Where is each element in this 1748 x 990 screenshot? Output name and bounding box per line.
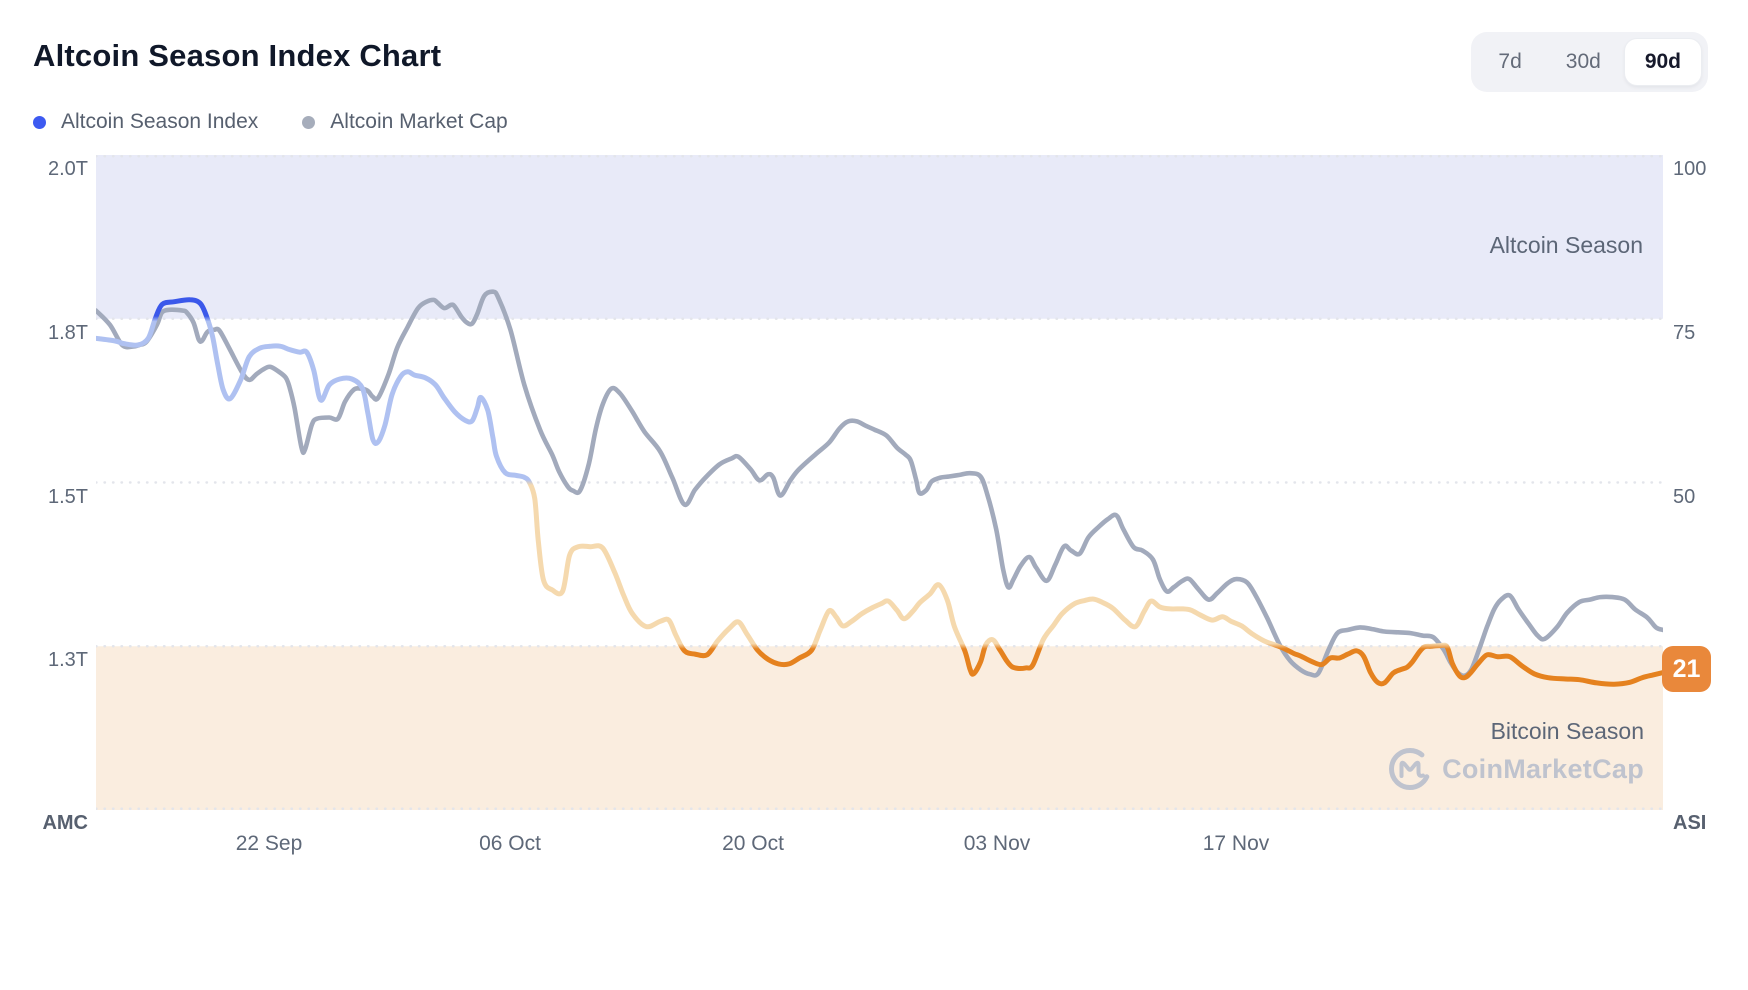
chart-canvas (96, 155, 1663, 810)
right-axis-tick: 75 (1673, 322, 1696, 344)
coinmarketcap-watermark: CoinMarketCap (1388, 747, 1644, 791)
legend-item-altcoin-season-index[interactable]: Altcoin Season Index (33, 110, 258, 134)
range-button-30d[interactable]: 30d (1565, 50, 1601, 73)
range-button-7d[interactable]: 7d (1498, 50, 1522, 73)
watermark-text: CoinMarketCap (1442, 753, 1644, 784)
x-axis-tick: 06 Oct (479, 832, 541, 855)
x-axis-tick: 17 Nov (1202, 832, 1270, 855)
x-axis-tick: 20 Oct (722, 832, 784, 855)
legend-label: Altcoin Market Cap (330, 110, 508, 133)
coinmarketcap-logo-icon (1389, 748, 1432, 790)
legend-label: Altcoin Season Index (61, 110, 259, 133)
current-value-badge: 21 (1662, 646, 1711, 692)
left-axis-name: AMC (42, 812, 88, 834)
chart-plot-area[interactable] (96, 155, 1663, 810)
left-axis-tick: 1.5T (47, 486, 88, 508)
page-title: Altcoin Season Index Chart (33, 38, 442, 73)
legend-dot-blue-icon (33, 115, 46, 129)
left-axis-tick: 1.8T (47, 322, 88, 344)
legend-item-altcoin-market-cap[interactable]: Altcoin Market Cap (302, 110, 508, 134)
left-axis-tick: 1.3T (47, 649, 88, 671)
x-axis-tick: 22 Sep (235, 832, 303, 855)
altcoin-season-zone-label: Altcoin Season (1489, 232, 1643, 258)
right-axis-tick: 100 (1673, 158, 1707, 180)
range-button-90d[interactable]: 90d (1624, 39, 1701, 85)
bitcoin-season-block: Bitcoin Season CoinMarketCap (1388, 718, 1644, 791)
bitcoin-season-zone-label: Bitcoin Season (1490, 718, 1644, 744)
right-axis-tick: 50 (1673, 486, 1696, 508)
chart-legend: Altcoin Season Index Altcoin Market Cap (33, 110, 508, 134)
legend-dot-gray-icon (302, 115, 316, 129)
right-axis-name: ASI (1673, 812, 1707, 834)
x-axis-tick: 03 Nov (963, 832, 1031, 855)
time-range-selector: 7d 30d 90d (1471, 32, 1708, 92)
left-axis-tick: 2.0T (47, 158, 88, 180)
